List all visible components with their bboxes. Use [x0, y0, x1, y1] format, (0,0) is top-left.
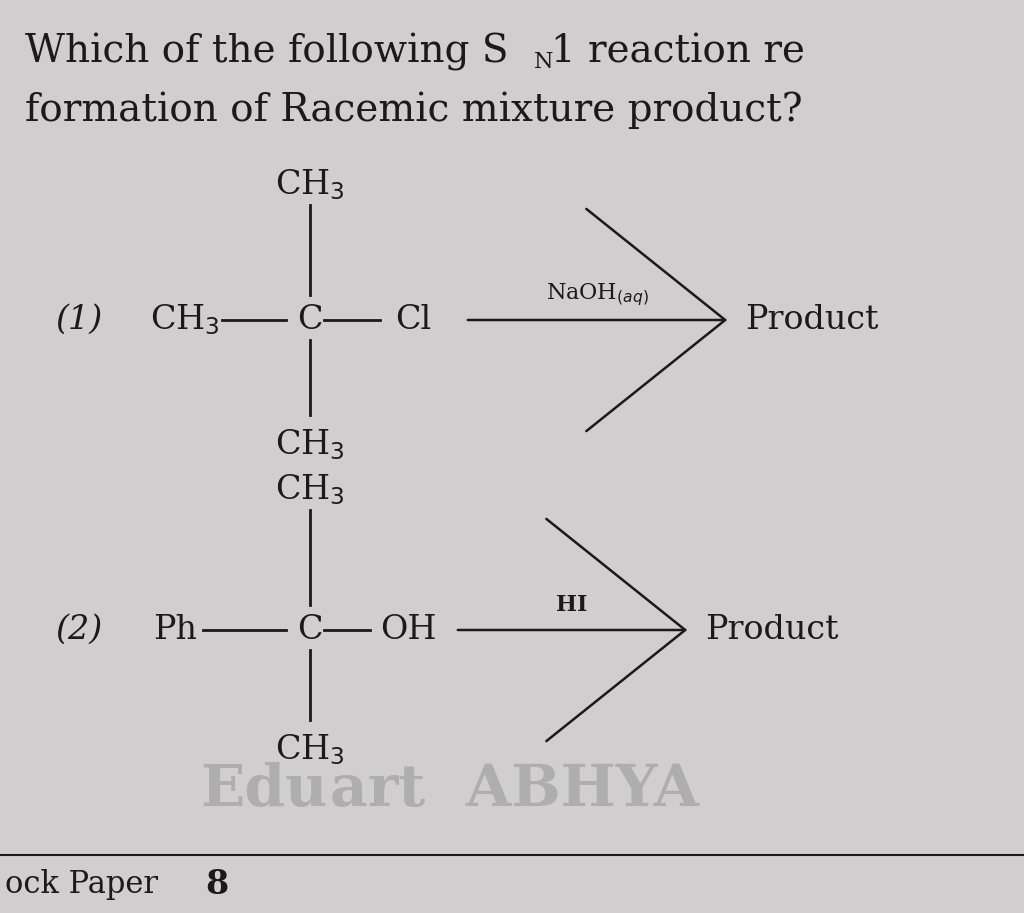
Text: ock Paper: ock Paper	[5, 869, 168, 900]
Text: N: N	[534, 51, 554, 73]
Text: CH$_3$: CH$_3$	[151, 302, 220, 337]
Text: (2): (2)	[55, 614, 102, 646]
Text: CH$_3$: CH$_3$	[275, 732, 345, 767]
Text: C: C	[297, 614, 323, 646]
Text: art  ABHYA: art ABHYA	[330, 762, 699, 818]
Text: formation of Racemic mixture product?: formation of Racemic mixture product?	[25, 91, 803, 129]
Text: CH$_3$: CH$_3$	[275, 168, 345, 203]
Text: (1): (1)	[55, 304, 102, 336]
Text: Cl: Cl	[395, 304, 431, 336]
Text: Edu: Edu	[200, 762, 328, 818]
Text: Ph: Ph	[153, 614, 197, 646]
Text: 8: 8	[205, 868, 228, 901]
Text: CH$_3$: CH$_3$	[275, 473, 345, 508]
Text: NaOH$_{(aq)}$: NaOH$_{(aq)}$	[546, 281, 648, 309]
Text: 1 reaction re: 1 reaction re	[551, 34, 805, 70]
Text: OH: OH	[380, 614, 436, 646]
Text: C: C	[297, 304, 323, 336]
Text: HI: HI	[556, 594, 588, 616]
Text: Which of the following S: Which of the following S	[25, 33, 509, 71]
Text: CH$_3$: CH$_3$	[275, 427, 345, 462]
Text: Product: Product	[745, 304, 879, 336]
Text: Product: Product	[705, 614, 839, 646]
